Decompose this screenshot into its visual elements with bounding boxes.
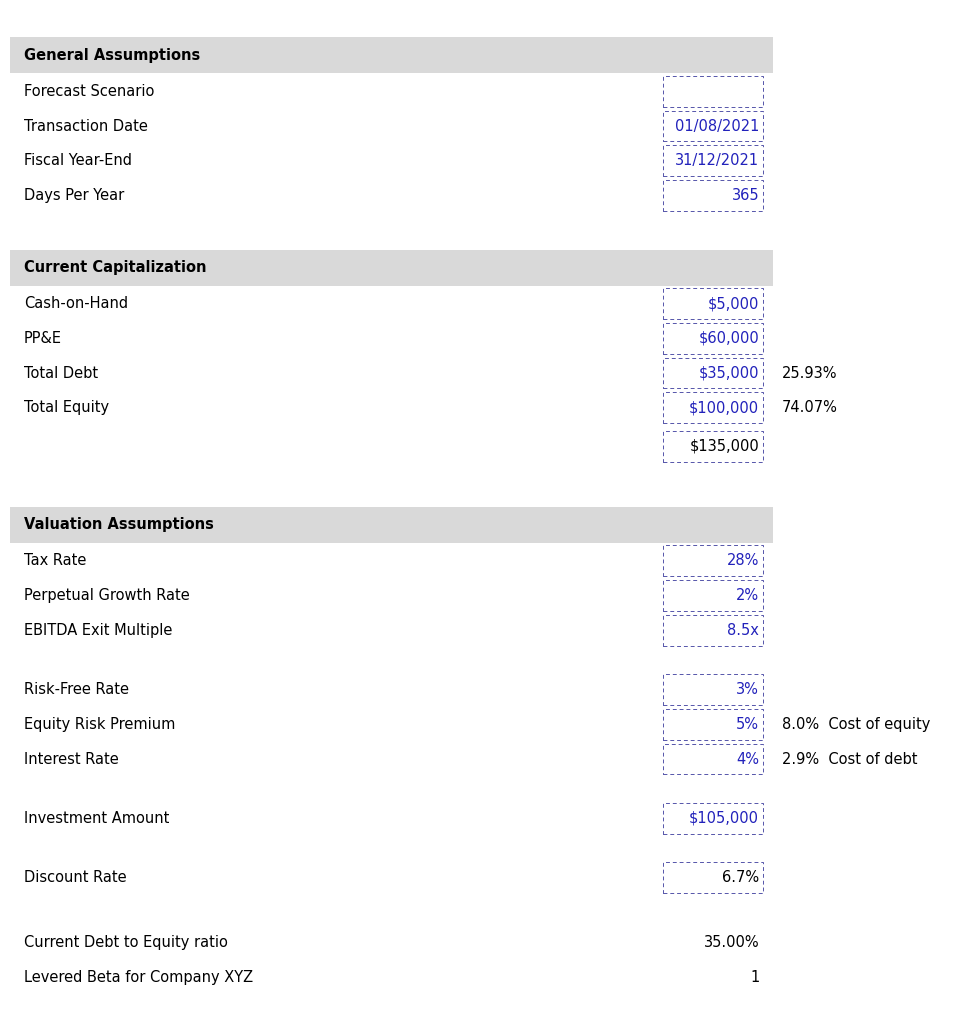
Bar xyxy=(663,180,763,211)
Text: 8.5x: 8.5x xyxy=(728,623,759,638)
Bar xyxy=(663,145,763,176)
Text: Valuation Assumptions: Valuation Assumptions xyxy=(24,517,214,532)
Text: PP&E: PP&E xyxy=(24,331,62,346)
Text: $60,000: $60,000 xyxy=(699,331,759,346)
Text: Transaction Date: Transaction Date xyxy=(24,119,148,133)
Text: $5,000: $5,000 xyxy=(707,296,759,311)
Bar xyxy=(663,581,763,611)
Text: 31/12/2021: 31/12/2021 xyxy=(675,154,759,168)
Bar xyxy=(663,709,763,739)
Text: $100,000: $100,000 xyxy=(689,400,759,416)
Bar xyxy=(663,323,763,353)
Text: 4%: 4% xyxy=(737,752,759,767)
Bar xyxy=(663,862,763,893)
Text: 6.7%: 6.7% xyxy=(722,869,759,885)
Text: 25.93%: 25.93% xyxy=(782,366,838,381)
Bar xyxy=(663,76,763,106)
Text: Interest Rate: Interest Rate xyxy=(24,752,119,767)
Text: 2.9%  Cost of debt: 2.9% Cost of debt xyxy=(782,752,918,767)
Text: 74.07%: 74.07% xyxy=(782,400,838,416)
Bar xyxy=(663,674,763,705)
Text: Current Capitalization: Current Capitalization xyxy=(24,260,206,275)
Text: 1: 1 xyxy=(750,970,759,985)
Text: Total Equity: Total Equity xyxy=(24,400,109,416)
Text: 365: 365 xyxy=(732,188,759,203)
Text: 35.00%: 35.00% xyxy=(703,936,759,950)
Bar xyxy=(663,743,763,774)
Text: General Assumptions: General Assumptions xyxy=(24,48,200,62)
Bar xyxy=(663,803,763,834)
Bar xyxy=(663,392,763,423)
Text: Risk-Free Rate: Risk-Free Rate xyxy=(24,682,129,697)
Text: $35,000: $35,000 xyxy=(699,366,759,381)
Bar xyxy=(663,288,763,319)
Bar xyxy=(663,615,763,646)
Text: 3%: 3% xyxy=(737,682,759,697)
Bar xyxy=(663,431,763,462)
Bar xyxy=(663,357,763,388)
Text: Levered Beta for Company XYZ: Levered Beta for Company XYZ xyxy=(24,970,253,985)
Bar xyxy=(10,250,773,286)
Bar xyxy=(10,507,773,543)
Text: Tax Rate: Tax Rate xyxy=(24,553,87,568)
Text: $105,000: $105,000 xyxy=(689,811,759,825)
Text: Days Per Year: Days Per Year xyxy=(24,188,125,203)
Text: Investment Amount: Investment Amount xyxy=(24,811,169,825)
Text: 5%: 5% xyxy=(737,717,759,732)
Text: Total Debt: Total Debt xyxy=(24,366,98,381)
Text: Forecast Scenario: Forecast Scenario xyxy=(24,84,155,98)
Text: Equity Risk Premium: Equity Risk Premium xyxy=(24,717,175,732)
Text: Perpetual Growth Rate: Perpetual Growth Rate xyxy=(24,588,190,603)
Text: EBITDA Exit Multiple: EBITDA Exit Multiple xyxy=(24,623,172,638)
Text: Fiscal Year-End: Fiscal Year-End xyxy=(24,154,132,168)
Text: 28%: 28% xyxy=(727,553,759,568)
Text: Cash-on-Hand: Cash-on-Hand xyxy=(24,296,128,311)
Text: 01/08/2021: 01/08/2021 xyxy=(675,119,759,133)
Bar xyxy=(663,546,763,577)
Bar xyxy=(10,37,773,74)
Text: 8.0%  Cost of equity: 8.0% Cost of equity xyxy=(782,717,930,732)
Text: Discount Rate: Discount Rate xyxy=(24,869,126,885)
Text: $135,000: $135,000 xyxy=(690,439,759,454)
Bar xyxy=(663,111,763,141)
Text: 2%: 2% xyxy=(737,588,759,603)
Text: Current Debt to Equity ratio: Current Debt to Equity ratio xyxy=(24,936,228,950)
